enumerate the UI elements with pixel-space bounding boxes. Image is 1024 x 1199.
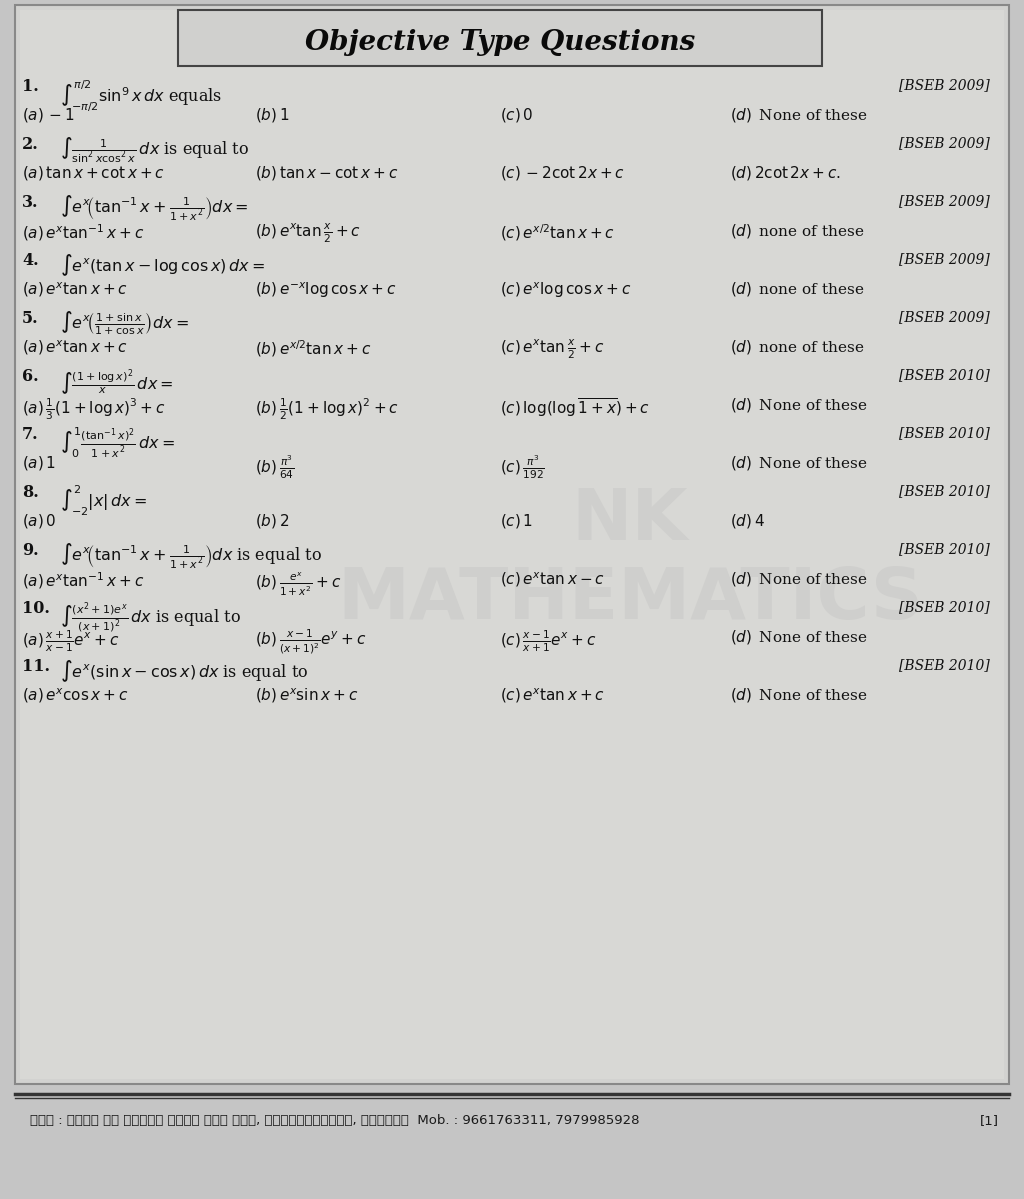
Text: $(a)\,1$: $(a)\,1$ <box>22 454 56 472</box>
Text: $(b)\,\tan x-\cot x+c$: $(b)\,\tan x-\cot x+c$ <box>255 164 398 182</box>
Text: 11.: 11. <box>22 658 50 675</box>
Text: $\int e^x\!\left(\tan^{-1}x+\frac{1}{1+x^2}\right)dx=$: $\int e^x\!\left(\tan^{-1}x+\frac{1}{1+x… <box>60 194 249 223</box>
Text: $(d)\,$ None of these: $(d)\,$ None of these <box>730 570 867 588</box>
Text: [BSEB 2010]: [BSEB 2010] <box>899 600 990 614</box>
Text: $(d)\,$ None of these: $(d)\,$ None of these <box>730 628 867 646</box>
Text: $\int\frac{(x^2+1)e^x}{(x+1)^2}\,dx$ is equal to: $\int\frac{(x^2+1)e^x}{(x+1)^2}\,dx$ is … <box>60 600 241 634</box>
Text: [BSEB 2010]: [BSEB 2010] <box>899 542 990 556</box>
Text: 3.: 3. <box>22 194 39 211</box>
Text: $\int\frac{(1+\log x)^2}{x}\,dx=$: $\int\frac{(1+\log x)^2}{x}\,dx=$ <box>60 368 173 398</box>
Text: 6.: 6. <box>22 368 39 385</box>
Text: $(b)\,\frac{\pi^3}{64}$: $(b)\,\frac{\pi^3}{64}$ <box>255 454 295 482</box>
Text: $(a)\,-1$: $(a)\,-1$ <box>22 106 75 123</box>
Text: $(c)\,e^x\log\cos x+c$: $(c)\,e^x\log\cos x+c$ <box>500 281 632 300</box>
Text: [BSEB 2009]: [BSEB 2009] <box>899 135 990 150</box>
Text: $\int e^x\!\left(\tan^{-1}x+\frac{1}{1+x^2}\right)dx$ is equal to: $\int e^x\!\left(\tan^{-1}x+\frac{1}{1+x… <box>60 542 322 572</box>
Text: $(b)\,e^{x/2}\tan x+c$: $(b)\,e^{x/2}\tan x+c$ <box>255 338 372 359</box>
Text: $(d)\,$ none of these: $(d)\,$ none of these <box>730 222 864 240</box>
Text: 8.: 8. <box>22 484 39 501</box>
Text: [BSEB 2009]: [BSEB 2009] <box>899 194 990 207</box>
Text: $(a)\,\frac{x+1}{x-1}e^x+c$: $(a)\,\frac{x+1}{x-1}e^x+c$ <box>22 628 120 653</box>
Text: पता : मजार के सामने वाली गली में, भठियारीसराय, दरभंगा  Mob. : 9661763311, 797998: पता : मजार के सामने वाली गली में, भठियार… <box>30 1114 640 1127</box>
Text: $(c)\,\frac{x-1}{x+1}e^x+c$: $(c)\,\frac{x-1}{x+1}e^x+c$ <box>500 628 597 653</box>
Text: $(c)\,-2\cot 2x+c$: $(c)\,-2\cot 2x+c$ <box>500 164 625 182</box>
Text: $(c)\,e^x\tan x-c$: $(c)\,e^x\tan x-c$ <box>500 570 605 589</box>
Text: $(d)\,$ None of these: $(d)\,$ None of these <box>730 106 867 123</box>
Text: $(a)\,e^x\tan^{-1}x+c$: $(a)\,e^x\tan^{-1}x+c$ <box>22 570 144 591</box>
Text: 2.: 2. <box>22 135 39 153</box>
Text: $(b)\,\frac{x-1}{(x+1)^2}e^y+c$: $(b)\,\frac{x-1}{(x+1)^2}e^y+c$ <box>255 628 367 656</box>
Text: [1]: [1] <box>980 1114 999 1127</box>
Text: $(b)\,\frac{e^x}{1+x^2}+c$: $(b)\,\frac{e^x}{1+x^2}+c$ <box>255 570 342 598</box>
Text: $(d)\,$ None of these: $(d)\,$ None of these <box>730 396 867 414</box>
Text: $(a)\,e^x\tan x+c$: $(a)\,e^x\tan x+c$ <box>22 338 128 356</box>
Text: $(a)\,e^x\cos x+c$: $(a)\,e^x\cos x+c$ <box>22 686 129 705</box>
Text: $(a)\,0$: $(a)\,0$ <box>22 512 56 530</box>
Text: $(c)\,\frac{\pi^3}{192}$: $(c)\,\frac{\pi^3}{192}$ <box>500 454 545 482</box>
Text: $(b)\,1$: $(b)\,1$ <box>255 106 290 123</box>
Text: $(d)\,4$: $(d)\,4$ <box>730 512 765 530</box>
Text: $\int e^x\!\left(\frac{1+\sin x}{1+\cos x}\right)dx=$: $\int e^x\!\left(\frac{1+\sin x}{1+\cos … <box>60 311 189 337</box>
Text: [BSEB 2009]: [BSEB 2009] <box>899 78 990 92</box>
Text: $(a)\,e^x\tan^{-1}x+c$: $(a)\,e^x\tan^{-1}x+c$ <box>22 222 144 242</box>
Text: $\int_0^1\frac{(\tan^{-1}x)^2}{1+x^2}\,dx=$: $\int_0^1\frac{(\tan^{-1}x)^2}{1+x^2}\,d… <box>60 426 175 460</box>
Text: $(b)\,\frac{1}{2}(1+\log x)^2+c$: $(b)\,\frac{1}{2}(1+\log x)^2+c$ <box>255 396 399 422</box>
Text: $\int e^x(\tan x-\log\cos x)\,dx=$: $\int e^x(\tan x-\log\cos x)\,dx=$ <box>60 252 265 278</box>
Text: $(b)\,2$: $(b)\,2$ <box>255 512 289 530</box>
Text: [BSEB 2009]: [BSEB 2009] <box>899 252 990 266</box>
Text: $\int \frac{1}{\sin^2x\cos^2x}\,dx$ is equal to: $\int \frac{1}{\sin^2x\cos^2x}\,dx$ is e… <box>60 135 249 165</box>
Text: 5.: 5. <box>22 311 39 327</box>
Text: $(b)\,e^x\sin x+c$: $(b)\,e^x\sin x+c$ <box>255 686 358 705</box>
Text: $(d)\,$ none of these: $(d)\,$ none of these <box>730 281 864 299</box>
Text: [BSEB 2009]: [BSEB 2009] <box>899 311 990 324</box>
Text: [BSEB 2010]: [BSEB 2010] <box>899 368 990 382</box>
Bar <box>15 5 1009 1084</box>
Text: $(b)\,e^{-x}\log\cos x+c$: $(b)\,e^{-x}\log\cos x+c$ <box>255 281 396 300</box>
Text: $(c)\,e^x\tan x+c$: $(c)\,e^x\tan x+c$ <box>500 686 605 705</box>
Text: $(c)\,\log(\log\overline{1+x})+c$: $(c)\,\log(\log\overline{1+x})+c$ <box>500 396 650 418</box>
Text: 4.: 4. <box>22 252 39 269</box>
Text: $\int_{-\pi/2}^{\pi/2} \sin^9x\, dx$ equals: $\int_{-\pi/2}^{\pi/2} \sin^9x\, dx$ equ… <box>60 78 222 114</box>
Text: [BSEB 2010]: [BSEB 2010] <box>899 658 990 671</box>
Text: $(a)\,\tan x+\cot x+c$: $(a)\,\tan x+\cot x+c$ <box>22 164 165 182</box>
Text: 9.: 9. <box>22 542 39 559</box>
Text: $(c)\,0$: $(c)\,0$ <box>500 106 534 123</box>
Text: [BSEB 2010]: [BSEB 2010] <box>899 484 990 498</box>
Text: $\int_{-2}^{2}|x|\,dx=$: $\int_{-2}^{2}|x|\,dx=$ <box>60 484 147 518</box>
Bar <box>20 10 1004 1079</box>
Text: [BSEB 2010]: [BSEB 2010] <box>899 426 990 440</box>
Text: $(b)\,e^x\tan\frac{x}{2}+c$: $(b)\,e^x\tan\frac{x}{2}+c$ <box>255 222 361 246</box>
Text: $(c)\,1$: $(c)\,1$ <box>500 512 534 530</box>
Text: NK
MATHEMATICS: NK MATHEMATICS <box>337 486 923 634</box>
Text: $(d)\,$ None of these: $(d)\,$ None of these <box>730 454 867 472</box>
Text: $(c)\,e^{x/2}\tan x+c$: $(c)\,e^{x/2}\tan x+c$ <box>500 222 615 242</box>
Text: $(c)\,e^x\tan\frac{x}{2}+c$: $(c)\,e^x\tan\frac{x}{2}+c$ <box>500 338 605 361</box>
Text: 1.: 1. <box>22 78 39 95</box>
Text: $(a)\,\frac{1}{3}(1+\log x)^3+c$: $(a)\,\frac{1}{3}(1+\log x)^3+c$ <box>22 396 166 422</box>
Text: 10.: 10. <box>22 600 50 617</box>
Text: $(d)\,$ none of these: $(d)\,$ none of these <box>730 338 864 356</box>
FancyBboxPatch shape <box>178 10 822 66</box>
Text: $(d)\,$ None of these: $(d)\,$ None of these <box>730 686 867 704</box>
Text: $\int e^x(\sin x-\cos x)\,dx$ is equal to: $\int e^x(\sin x-\cos x)\,dx$ is equal t… <box>60 658 308 683</box>
Text: $(a)\,e^x\tan x+c$: $(a)\,e^x\tan x+c$ <box>22 281 128 299</box>
Text: 7.: 7. <box>22 426 39 442</box>
Text: Objective Type Questions: Objective Type Questions <box>305 29 695 55</box>
Text: $(d)\,2\cot2x+c.$: $(d)\,2\cot2x+c.$ <box>730 164 841 182</box>
